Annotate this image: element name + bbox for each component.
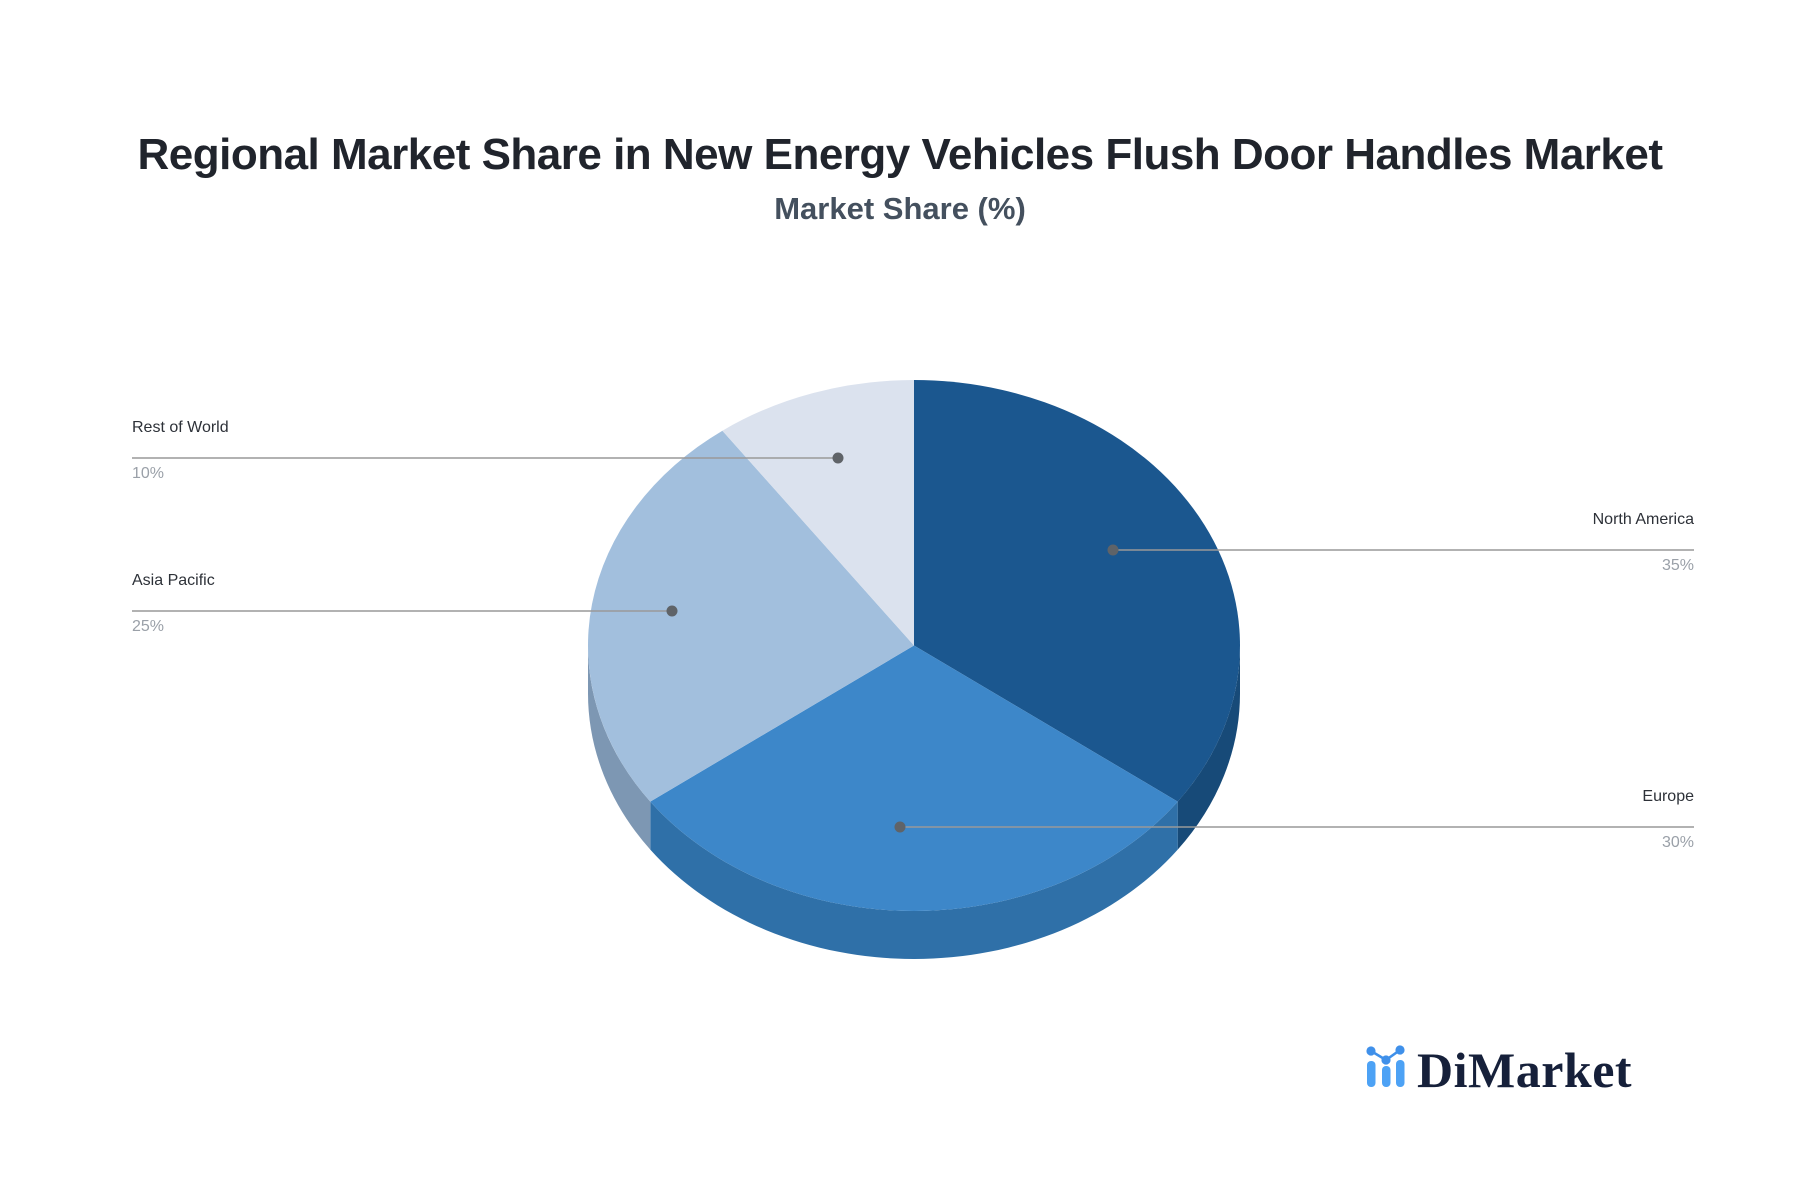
dimarket-logo-text: DiMarket	[1417, 1042, 1633, 1098]
chart-subtitle: Market Share (%)	[774, 191, 1026, 226]
pie-side-north-america	[1177, 645, 1240, 850]
bar-chart-with-trend-dots-icon	[1366, 1045, 1405, 1087]
leader-dot-north-america	[1107, 544, 1119, 556]
slice-value-asia-pacific: 25%	[132, 618, 165, 635]
slice-label-asia-pacific: Asia Pacific	[132, 572, 215, 589]
pie-slice-europe[interactable]	[650, 645, 1178, 911]
pie-slice-rest-of-world[interactable]	[722, 380, 914, 646]
leader-dot-asia-pacific	[666, 605, 678, 617]
chart-title: Regional Market Share in New Energy Vehi…	[137, 130, 1663, 179]
pie-slice-north-america[interactable]	[914, 380, 1240, 802]
slice-value-rest-of-world: 10%	[132, 465, 165, 482]
slice-label-europe: Europe	[1642, 788, 1694, 805]
pie-side-europe	[650, 801, 1178, 959]
pie-side-asia-pacific	[588, 645, 651, 850]
slice-value-europe: 30%	[1661, 834, 1694, 851]
slice-value-north-america: 35%	[1661, 557, 1694, 574]
leader-dot-rest-of-world	[832, 452, 844, 464]
pie-slice-asia-pacific[interactable]	[588, 430, 914, 802]
dimarket-logo: DiMarket	[1363, 1043, 1632, 1095]
slice-label-north-america: North America	[1592, 511, 1694, 528]
slice-label-rest-of-world: Rest of World	[132, 419, 229, 436]
leader-dot-europe	[894, 821, 906, 833]
